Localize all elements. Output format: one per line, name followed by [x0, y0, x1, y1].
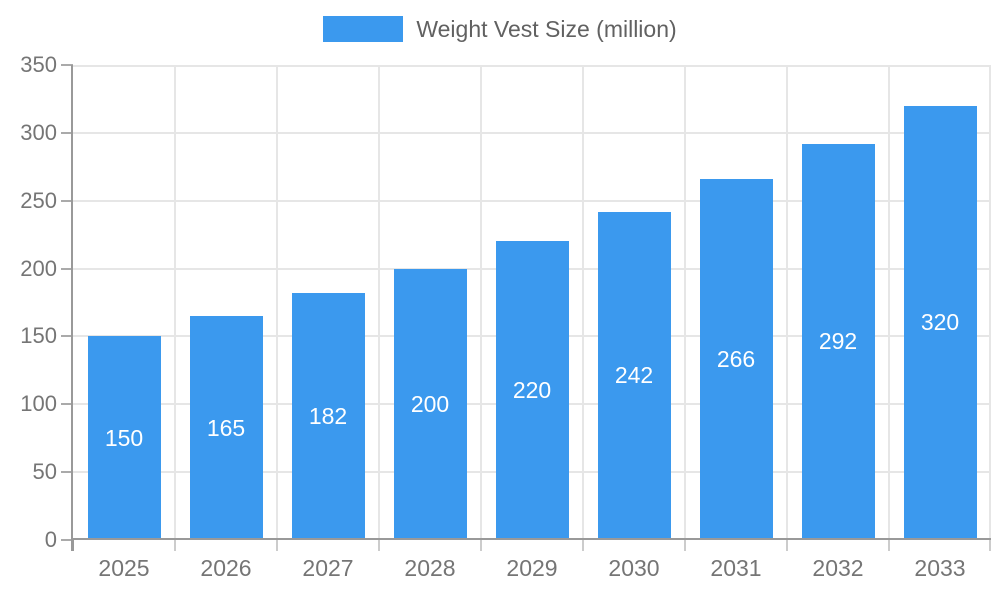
y-tick-mark — [61, 471, 73, 474]
y-tick-label: 350 — [20, 52, 57, 77]
y-tick-label: 0 — [44, 527, 57, 552]
x-gridline — [276, 65, 278, 540]
x-axis-line — [73, 538, 991, 540]
bar-2029[interactable]: 220 — [495, 241, 569, 540]
y-tick-label: 50 — [32, 459, 57, 485]
x-gridline — [989, 65, 991, 540]
y-tick-label: 200 — [20, 255, 57, 281]
x-tick-mark — [276, 540, 278, 551]
bar-value-label: 182 — [308, 403, 348, 429]
x-tick-label: 2030 — [608, 555, 660, 581]
bar-value-label: 150 — [104, 424, 144, 451]
x-tick-mark — [72, 540, 74, 551]
x-tick-label: 2028 — [404, 555, 456, 581]
y-gridline — [73, 131, 991, 134]
bar-value-label: 266 — [716, 346, 756, 372]
x-gridline — [786, 65, 788, 540]
x-gridline — [582, 65, 584, 540]
legend-label: Weight Vest Size (million) — [416, 16, 677, 42]
y-tick-label: 300 — [20, 119, 57, 145]
bar-value-label: 165 — [206, 414, 246, 441]
y-tick-mark — [61, 199, 73, 202]
x-gridline — [480, 65, 482, 540]
y-tick-label: 150 — [20, 323, 57, 349]
x-tick-label: 2032 — [812, 555, 864, 581]
y-tick-label: 100 — [20, 391, 57, 417]
y-axis-line — [71, 65, 73, 551]
x-tick-label: 2025 — [98, 555, 150, 581]
y-gridline — [73, 199, 991, 202]
y-tick-mark — [61, 539, 73, 541]
x-gridline — [684, 65, 686, 540]
bar-2027[interactable]: 182 — [291, 293, 365, 540]
legend-swatch-icon — [323, 16, 404, 42]
bar-2026[interactable]: 165 — [189, 316, 263, 540]
y-tick-mark — [61, 64, 73, 66]
bar-2031[interactable]: 266 — [699, 179, 773, 540]
x-tick-label: 2029 — [506, 555, 558, 581]
bar-2033[interactable]: 320 — [903, 105, 977, 540]
x-tick-label: 2033 — [914, 555, 966, 581]
bar-2032[interactable]: 292 — [801, 143, 875, 540]
y-tick-mark — [61, 403, 73, 406]
x-tick-mark — [684, 540, 686, 551]
bar-value-label: 320 — [920, 309, 960, 336]
x-tick-mark — [989, 540, 991, 551]
y-gridline — [73, 65, 991, 67]
x-tick-mark — [786, 540, 788, 551]
legend: Weight Vest Size (million) — [0, 16, 1000, 42]
x-tick-mark — [582, 540, 584, 551]
y-tick-mark — [61, 335, 73, 338]
bar-value-label: 242 — [614, 362, 654, 389]
x-gridline — [378, 65, 380, 540]
y-tick-mark — [61, 131, 73, 134]
x-tick-mark — [480, 540, 482, 551]
bar-2028[interactable]: 200 — [393, 268, 467, 540]
bar-value-label: 200 — [410, 390, 450, 417]
x-gridline — [174, 65, 176, 540]
bar-value-label: 292 — [818, 328, 858, 355]
x-tick-mark — [378, 540, 380, 551]
x-tick-label: 2031 — [710, 555, 762, 581]
y-tick-mark — [61, 267, 73, 270]
legend-item[interactable]: Weight Vest Size (million) — [323, 16, 677, 42]
bar-2025[interactable]: 150 — [87, 336, 161, 540]
x-tick-mark — [174, 540, 176, 551]
y-tick-label: 250 — [20, 187, 57, 213]
x-tick-label: 2026 — [200, 555, 252, 581]
x-tick-mark — [888, 540, 890, 551]
bar-2030[interactable]: 242 — [597, 211, 671, 540]
bar-value-label: 220 — [512, 377, 552, 404]
x-tick-label: 2027 — [302, 555, 354, 581]
x-gridline — [888, 65, 890, 540]
plot-area: 150 165 182 200 220 242 266 292 320 — [73, 65, 991, 540]
